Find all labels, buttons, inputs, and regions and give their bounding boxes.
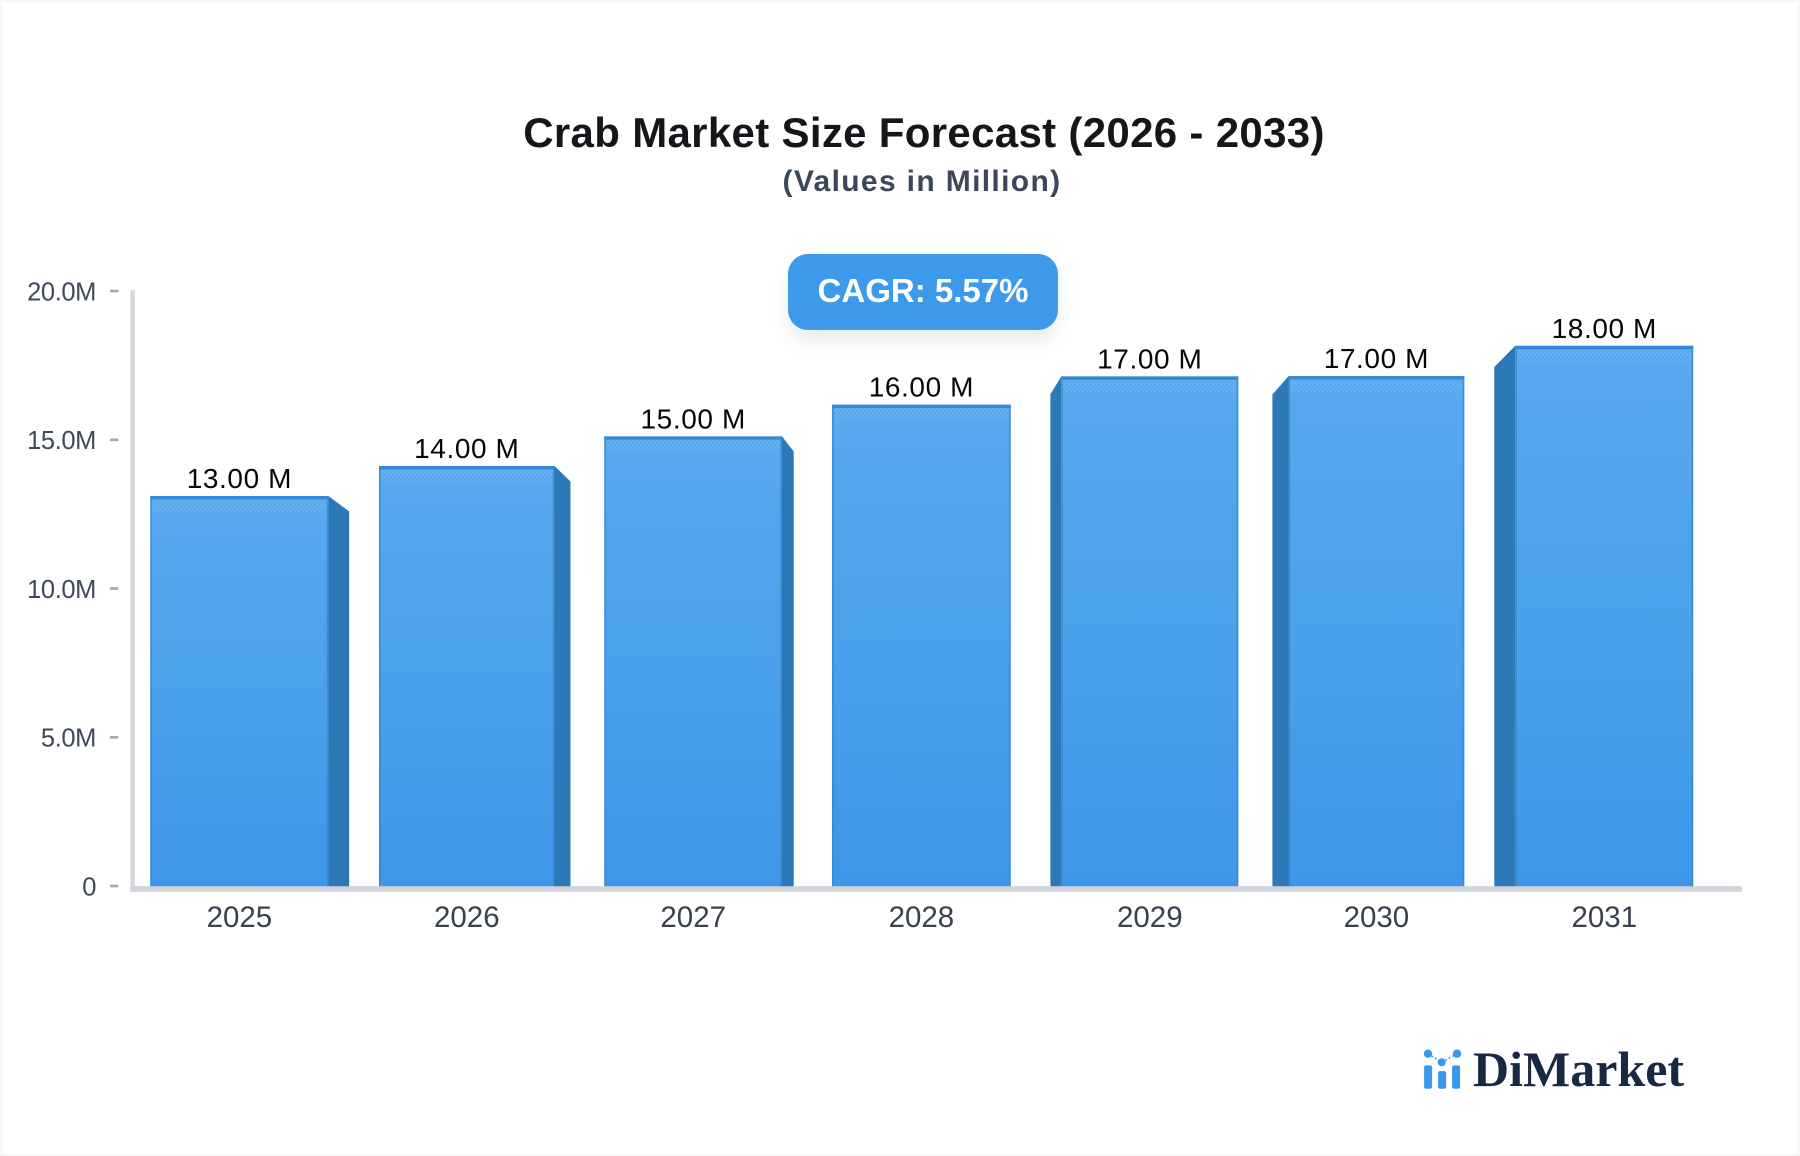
- svg-text:17.00 M: 17.00 M: [1097, 343, 1202, 374]
- svg-text:2030: 2030: [1344, 901, 1410, 934]
- svg-text:20.0M: 20.0M: [27, 278, 96, 306]
- svg-text:2025: 2025: [207, 901, 273, 934]
- svg-text:13.00 M: 13.00 M: [187, 463, 292, 494]
- svg-text:14.00 M: 14.00 M: [414, 433, 519, 464]
- svg-text:2029: 2029: [1117, 901, 1183, 934]
- svg-text:2026: 2026: [434, 901, 500, 934]
- svg-text:15.0M: 15.0M: [27, 427, 96, 455]
- svg-text:2031: 2031: [1571, 901, 1637, 934]
- svg-text:5.0M: 5.0M: [41, 725, 96, 753]
- svg-text:15.00 M: 15.00 M: [641, 403, 746, 434]
- svg-text:17.00 M: 17.00 M: [1324, 343, 1429, 374]
- svg-text:16.00 M: 16.00 M: [869, 372, 974, 403]
- svg-text:2028: 2028: [889, 901, 955, 934]
- svg-text:10.0M: 10.0M: [27, 576, 96, 604]
- svg-text:2027: 2027: [660, 901, 726, 934]
- svg-text:18.00 M: 18.00 M: [1552, 313, 1657, 344]
- svg-text:0: 0: [82, 873, 96, 901]
